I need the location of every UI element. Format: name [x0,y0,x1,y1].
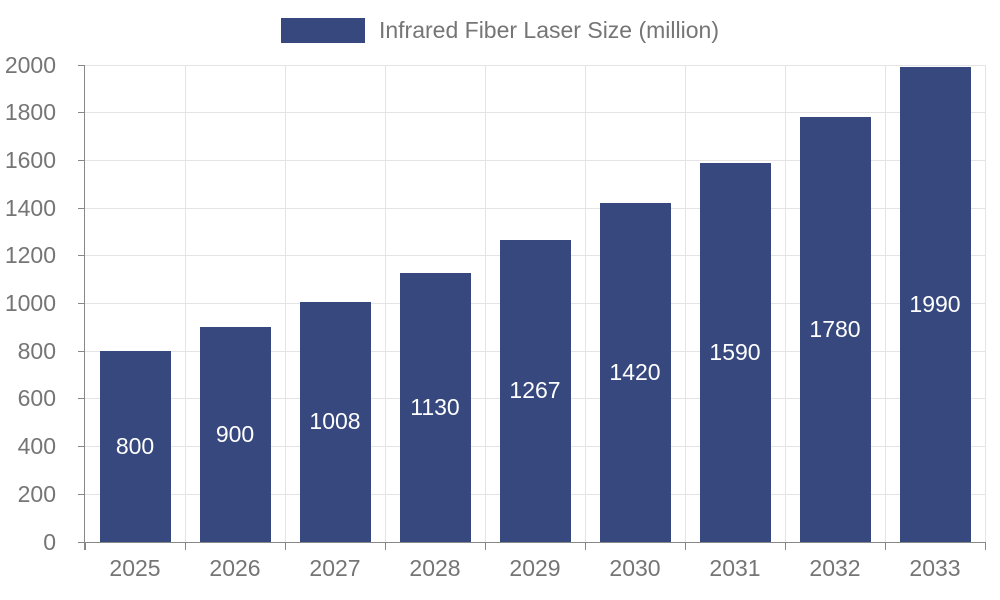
y-tick-label: 0 [43,528,56,555]
gridline-vertical [884,65,886,542]
bar[interactable]: 1130 [399,272,471,542]
x-axis-line [78,542,986,543]
gridline-vertical [684,65,686,542]
y-axis-tick [78,255,84,257]
y-axis-tick [78,64,84,66]
y-tick-label: 400 [17,433,56,460]
x-tick-label: 2031 [709,555,761,581]
bar[interactable]: 1420 [599,203,671,542]
bar[interactable]: 800 [99,351,171,542]
bar-value-label: 800 [115,433,155,460]
legend-item[interactable]: Infrared Fiber Laser Size (million) [0,18,1000,43]
y-tick-label: 1200 [4,242,56,269]
y-tick-label: 800 [17,337,56,364]
y-axis-line [84,65,85,550]
y-tick-label: 200 [17,480,56,507]
x-tick-label: 2025 [109,555,161,581]
bar-value-label: 1590 [709,338,761,365]
bar-value-label: 1267 [509,377,561,404]
x-tick-label: 2029 [509,555,561,581]
gridline-horizontal [85,64,985,66]
bar[interactable]: 1590 [699,162,771,542]
x-axis-tick [584,543,586,550]
gridline-horizontal [85,207,985,209]
y-axis-tick [78,446,84,448]
gridline-vertical [284,65,286,542]
y-tick-label: 1600 [4,146,56,173]
gridline-vertical [984,65,986,542]
gridline-vertical [184,65,186,542]
gridline-horizontal [85,112,985,114]
y-axis-tick [78,493,84,495]
y-tick-label: 600 [17,385,56,412]
gridline-vertical [384,65,386,542]
x-axis-tick [484,543,486,550]
bar-value-label: 1130 [410,393,460,420]
x-tick-label: 2033 [909,555,961,581]
x-axis-tick [384,543,386,550]
x-tick-label: 2027 [309,555,361,581]
x-axis-tick [784,543,786,550]
y-tick-label: 1400 [4,194,56,221]
x-tick-label: 2026 [209,555,261,581]
bar-value-label: 1990 [909,291,961,318]
bar[interactable]: 1990 [899,67,971,542]
x-axis-tick [684,543,686,550]
gridline-vertical [484,65,486,542]
bar[interactable]: 1267 [499,239,571,542]
bar-value-label: 1780 [809,316,861,343]
x-tick-label: 2028 [409,555,461,581]
y-tick-label: 2000 [4,51,56,78]
legend-label: Infrared Fiber Laser Size (million) [378,17,719,43]
y-tick-label: 1000 [4,290,56,316]
bar-value-label: 1008 [309,408,361,435]
y-axis-tick [78,350,84,352]
plot-area: 0 200 400 600 800 1000 1200 1400 1600 1800 2000 800… [5,53,986,580]
bar-value-label: 900 [215,421,255,448]
bar[interactable]: 900 [199,327,271,542]
bar[interactable]: 1780 [799,117,871,542]
gridline-vertical [584,65,586,542]
gridline-horizontal [85,159,985,161]
y-axis-tick [78,112,84,114]
x-axis-tick [84,543,86,550]
x-tick-label: 2032 [809,555,861,581]
y-axis-tick [78,159,84,161]
gridline-vertical [784,65,786,542]
y-tick-label: 1800 [4,99,56,126]
y-axis-tick [78,207,84,209]
legend-swatch [280,18,365,43]
x-axis-tick [284,543,286,550]
x-tick-label: 2030 [609,555,661,581]
x-axis-tick [184,543,186,550]
y-axis-tick [78,398,84,400]
y-axis-tick [78,303,84,304]
bar-value-label: 1420 [609,359,661,386]
bar[interactable]: 1008 [299,301,371,542]
x-axis-tick [884,543,886,550]
x-axis-tick [984,543,986,550]
